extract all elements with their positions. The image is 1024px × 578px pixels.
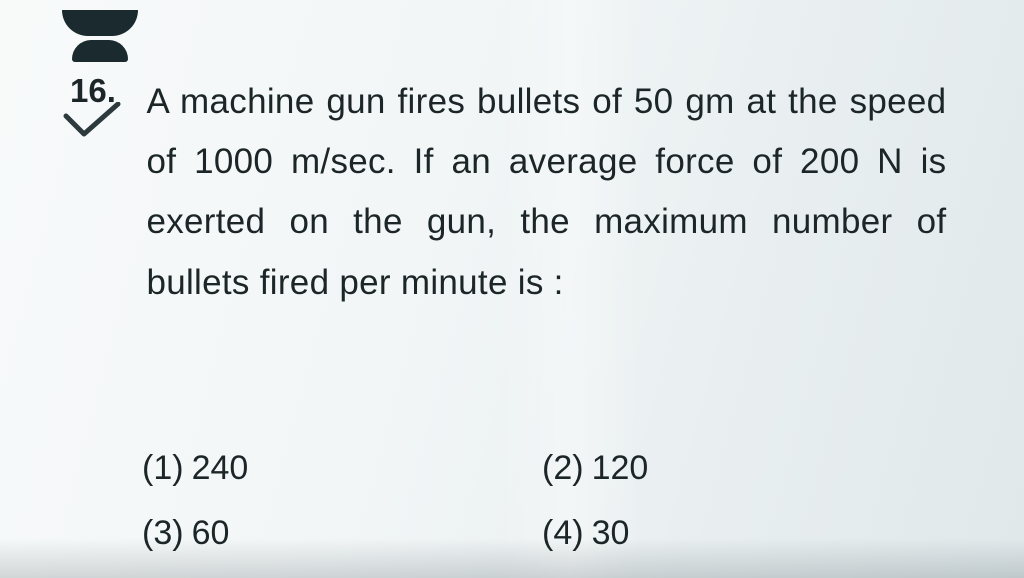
option-1: (1)240 (142, 436, 542, 501)
decorative-icon (62, 10, 138, 70)
option-2-label: (2) (542, 449, 584, 487)
bowl-shape (62, 10, 138, 36)
bottom-shadow (0, 538, 1024, 578)
options-row-1: (1)240 (2)120 (142, 436, 962, 501)
option-1-value: 240 (192, 449, 249, 487)
dome-shape (72, 40, 128, 62)
question-container: 16. A machine gun fires bullets of 50 gm… (70, 72, 970, 313)
question-text: A machine gun fires bullets of 50 gm at … (146, 72, 946, 313)
option-2-value: 120 (592, 449, 649, 487)
option-1-label: (1) (142, 449, 184, 487)
option-2: (2)120 (542, 436, 942, 501)
checkmark-icon (62, 102, 122, 138)
question-number: 16. (70, 72, 142, 110)
page: 16. A machine gun fires bullets of 50 gm… (0, 0, 1024, 578)
